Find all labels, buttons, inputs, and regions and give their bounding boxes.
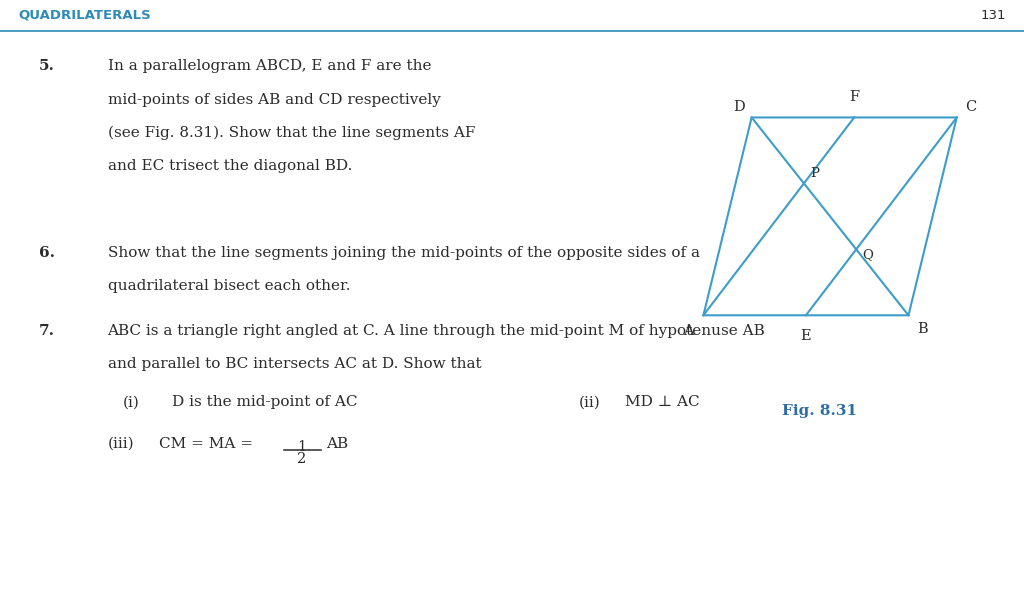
Text: ABC is a triangle right angled at C. A line through the mid-point M of hypotenus: ABC is a triangle right angled at C. A l…	[108, 323, 765, 337]
Text: P: P	[810, 167, 819, 180]
Text: and EC trisect the diagonal BD.: and EC trisect the diagonal BD.	[108, 159, 352, 173]
Text: 1: 1	[298, 440, 306, 454]
Text: 5.: 5.	[39, 60, 55, 74]
Text: MD ⊥ AC: MD ⊥ AC	[625, 395, 699, 409]
Text: (ii): (ii)	[579, 395, 600, 409]
Text: 131: 131	[980, 9, 1006, 21]
Text: (i): (i)	[123, 395, 139, 409]
Text: C: C	[966, 100, 977, 114]
Text: 2: 2	[297, 452, 307, 466]
Text: Fig. 8.31: Fig. 8.31	[781, 404, 857, 418]
Text: A: A	[683, 323, 693, 337]
Text: mid-points of sides AB and CD respectively: mid-points of sides AB and CD respective…	[108, 92, 440, 106]
Text: 7.: 7.	[39, 323, 55, 337]
Text: and parallel to BC intersects AC at D. Show that: and parallel to BC intersects AC at D. S…	[108, 357, 481, 371]
Text: B: B	[916, 322, 928, 336]
Text: CM = MA =: CM = MA =	[159, 437, 258, 451]
Text: (see Fig. 8.31). Show that the line segments AF: (see Fig. 8.31). Show that the line segm…	[108, 126, 475, 140]
Text: quadrilateral bisect each other.: quadrilateral bisect each other.	[108, 279, 350, 293]
Text: D is the mid-point of AC: D is the mid-point of AC	[172, 395, 357, 409]
Text: Q: Q	[862, 247, 873, 261]
Text: AB: AB	[326, 437, 348, 451]
Text: (iii): (iii)	[108, 437, 134, 451]
Text: E: E	[801, 329, 811, 343]
Text: In a parallelogram ABCD, E and F are the: In a parallelogram ABCD, E and F are the	[108, 60, 431, 74]
Text: D: D	[733, 100, 744, 114]
Text: F: F	[849, 90, 859, 104]
Text: 6.: 6.	[39, 246, 55, 260]
Text: Show that the line segments joining the mid-points of the opposite sides of a: Show that the line segments joining the …	[108, 246, 699, 260]
Text: QUADRILATERALS: QUADRILATERALS	[18, 9, 152, 21]
